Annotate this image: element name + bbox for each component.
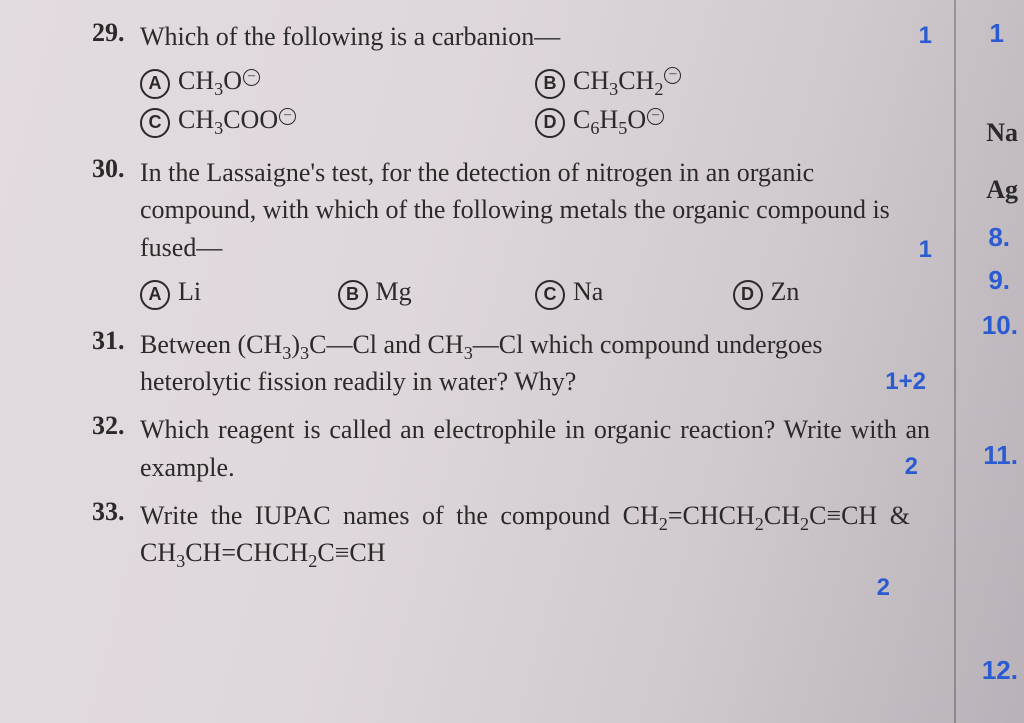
q31-number: 31. [92,326,140,356]
edge-11: 11. [983,440,1018,471]
q30-text: In the Lassaigne's test, for the detecti… [140,154,930,267]
q30-opt-B: B Mg [338,277,536,310]
opt-label-D: D [535,105,573,138]
opt-label-A: A [140,66,178,99]
edge-ag: Ag [986,175,1018,205]
q31-marks: 1+2 [885,368,926,396]
page-content: 29. Which of the following is a carbanio… [0,0,960,572]
page-divider [954,0,956,723]
q29-opt-B-text: CH3CH2– [573,66,681,96]
edge-10: 10. [982,310,1018,341]
q30-options: A Li B Mg C Na D Zn [92,277,930,316]
q33-number: 33. [92,497,140,527]
q32-marks: 2 [905,453,918,481]
opt-label-C: C [140,105,178,138]
opt-label-D: D [733,277,771,310]
question-29: 29. Which of the following is a carbanio… [92,18,930,144]
q29-opt-C: C CH3COO– [140,105,535,138]
q29-opt-D: D C6H5O– [535,105,930,138]
edge-12: 12. [982,655,1018,686]
q31-text: Between (CH3)3C—Cl and CH3—Cl which comp… [140,326,930,401]
opt-label-B: B [338,277,376,310]
q32-number: 32. [92,411,140,441]
edge-na: Na [986,118,1018,148]
q33-marks: 2 [877,574,890,602]
q29-opt-A: A CH3O– [140,66,535,99]
question-30: 30. In the Lassaigne's test, for the det… [92,154,930,316]
q30-opt-A: A Li [140,277,338,310]
q29-opt-A-text: CH3O– [178,66,260,96]
question-31: 31. Between (CH3)3C—Cl and CH3—Cl which … [92,326,930,401]
q30-opt-C: C Na [535,277,733,310]
q30-opt-D: D Zn [733,277,931,310]
q32-text: Which reagent is called an electrophile … [140,411,930,486]
opt-label-C: C [535,277,573,310]
q30-opt-A-text: Li [178,277,201,307]
q29-number: 29. [92,18,140,48]
q30-marks: 1 [919,236,932,264]
edge-9: 9. [988,265,1010,296]
q29-opt-D-text: C6H5O– [573,105,664,135]
q30-opt-D-text: Zn [771,277,800,307]
edge-mark-1: 1 [990,18,1004,49]
q29-text: Which of the following is a carbanion— [140,18,930,56]
q30-opt-B-text: Mg [376,277,412,307]
q29-options: A CH3O– B CH3CH2– C CH3COO– D C6H5O– [92,66,930,144]
question-32: 32. Which reagent is called an electroph… [92,411,930,486]
opt-label-A: A [140,277,178,310]
edge-8: 8. [988,222,1010,253]
q30-number: 30. [92,154,140,184]
opt-label-B: B [535,66,573,99]
q29-opt-B: B CH3CH2– [535,66,930,99]
q33-text: Write the IUPAC names of the compound CH… [140,497,930,572]
q29-opt-C-text: CH3COO– [178,105,296,135]
q30-opt-C-text: Na [573,277,603,307]
q29-marks: 1 [919,22,932,50]
question-33: 33. Write the IUPAC names of the compoun… [92,497,930,572]
